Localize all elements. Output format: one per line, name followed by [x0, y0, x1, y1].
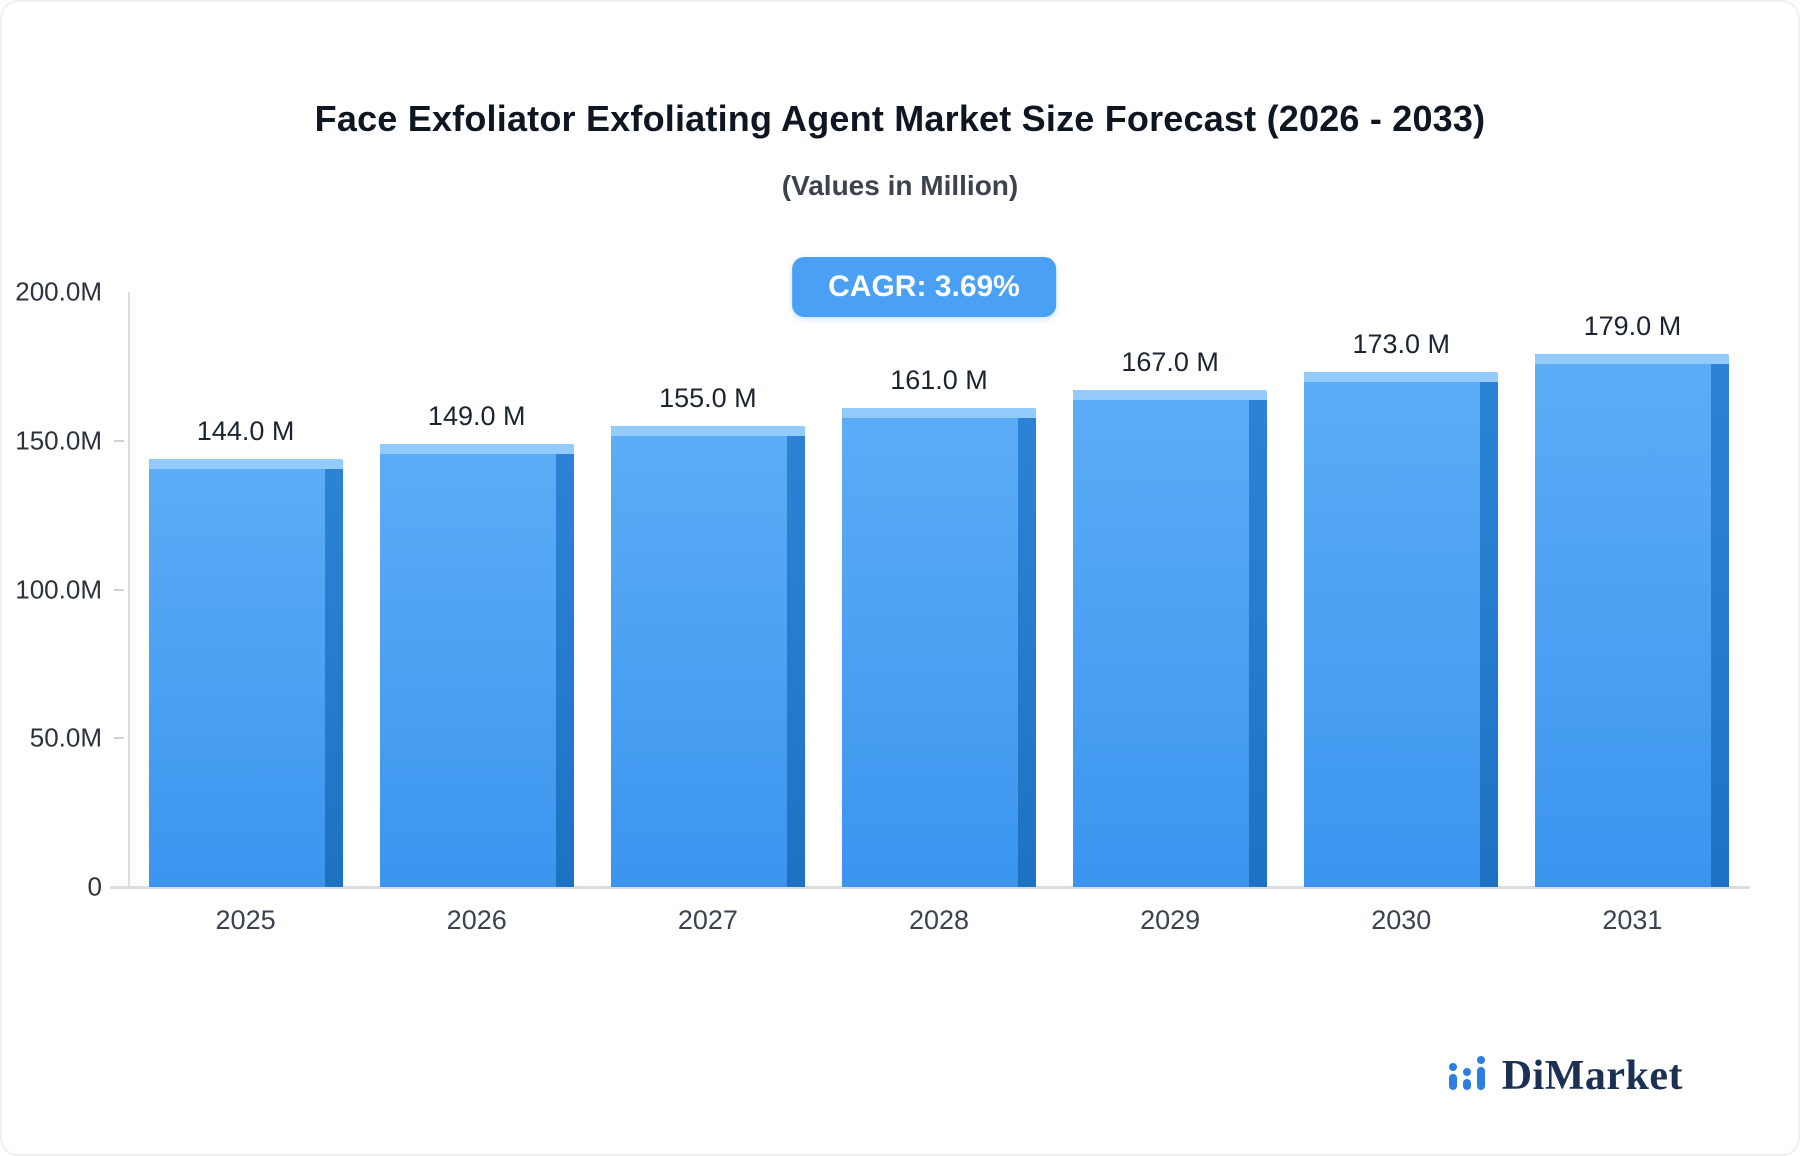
x-axis-label: 2025: [215, 905, 276, 935]
y-tick-label: 50.0M: [29, 722, 102, 753]
x-axis-label: 2031: [1602, 905, 1663, 935]
bar-value-label: 173.0 M: [1352, 329, 1451, 360]
x-axis-label: 2029: [1140, 905, 1201, 935]
bar-top-cap: [379, 443, 574, 454]
y-tick-label: 0: [87, 871, 102, 902]
y-axis-ticks: [114, 292, 128, 887]
bar-column: 161.0 M 2028: [823, 292, 1054, 935]
bar-side-shadow: [1711, 364, 1730, 887]
chart-title: Face Exfoliator Exfoliating Agent Market…: [314, 98, 1486, 139]
bar-side-shadow: [555, 453, 574, 887]
bar-column: 149.0 M 2026: [361, 292, 592, 935]
bar-side-shadow: [324, 468, 343, 887]
x-axis-label: 2026: [446, 905, 507, 935]
y-tick-label: 150.0M: [15, 425, 102, 456]
x-axis-line: [110, 886, 1750, 889]
bar-side-shadow: [1480, 382, 1499, 887]
bar-side-shadow: [1249, 400, 1268, 887]
y-tick-mark: [114, 439, 124, 442]
bar-top-cap: [610, 425, 805, 436]
y-axis-labels: 200.0M 150.0M 100.0M 50.0M 0: [2, 277, 102, 902]
bar-value-label: 161.0 M: [890, 365, 988, 396]
bar-top-cap: [1304, 372, 1499, 383]
x-axis-label: 2028: [908, 905, 970, 935]
cagr-badge: CAGR: 3.69%: [792, 257, 1056, 317]
bar-face: [1304, 372, 1481, 887]
y-tick-mark: [114, 737, 124, 740]
bar-face: [610, 425, 787, 887]
bar-face: [841, 408, 1018, 887]
chart-subtitle: (Values in Million): [781, 170, 1019, 201]
x-axis-label: 2027: [677, 905, 738, 935]
bar-face: [148, 458, 325, 887]
bar-side-shadow: [786, 435, 805, 887]
bar-2027[interactable]: 155.0 M: [610, 383, 805, 887]
bar-2025[interactable]: 144.0 M: [148, 416, 343, 887]
bar-2031[interactable]: 179.0 M: [1535, 311, 1730, 887]
bar-value-label: 155.0 M: [659, 382, 757, 413]
bar-column: 155.0 M 2027: [592, 292, 823, 935]
bar-value-label: 144.0 M: [196, 415, 295, 446]
bar-face: [379, 443, 556, 887]
bar-2028[interactable]: 161.0 M: [841, 365, 1036, 887]
dimarket-logo[interactable]: DiMarket: [1444, 1050, 1683, 1101]
y-tick-label: 100.0M: [15, 574, 102, 604]
bar-2026[interactable]: 149.0 M: [379, 401, 574, 887]
bar-column: 167.0 M 2029: [1055, 292, 1286, 935]
bar-column: 179.0 M 2031: [1517, 292, 1748, 935]
bar-top-cap: [841, 408, 1036, 419]
bar-top-cap: [148, 458, 343, 469]
bar-value-label: 167.0 M: [1121, 347, 1219, 378]
bar-2030[interactable]: 173.0 M: [1304, 329, 1499, 887]
plot-area: 144.0 M 2025 149.0 M 2026 155.0 M 2027 161.0 M…: [130, 292, 1748, 935]
y-tick-label: 200.0M: [15, 276, 102, 307]
bar-side-shadow: [1017, 418, 1036, 887]
y-axis-line: [128, 292, 130, 889]
bar-column: 173.0 M 2030: [1286, 292, 1517, 935]
bar-top-cap: [1073, 390, 1268, 401]
bar-value-label: 149.0 M: [427, 400, 526, 431]
bar-2029[interactable]: 167.0 M: [1073, 347, 1268, 887]
y-tick-mark: [114, 588, 124, 591]
x-axis-label: 2030: [1371, 905, 1432, 935]
dimarket-logo-text: DiMarket: [1501, 1052, 1683, 1099]
bar-face: [1535, 354, 1712, 887]
bar-value-label: 179.0 M: [1583, 311, 1682, 342]
bar-top-cap: [1535, 354, 1730, 365]
bar-face: [1073, 390, 1250, 887]
bar-chart-icon: [1444, 1050, 1490, 1101]
bar-column: 144.0 M 2025: [130, 292, 361, 935]
